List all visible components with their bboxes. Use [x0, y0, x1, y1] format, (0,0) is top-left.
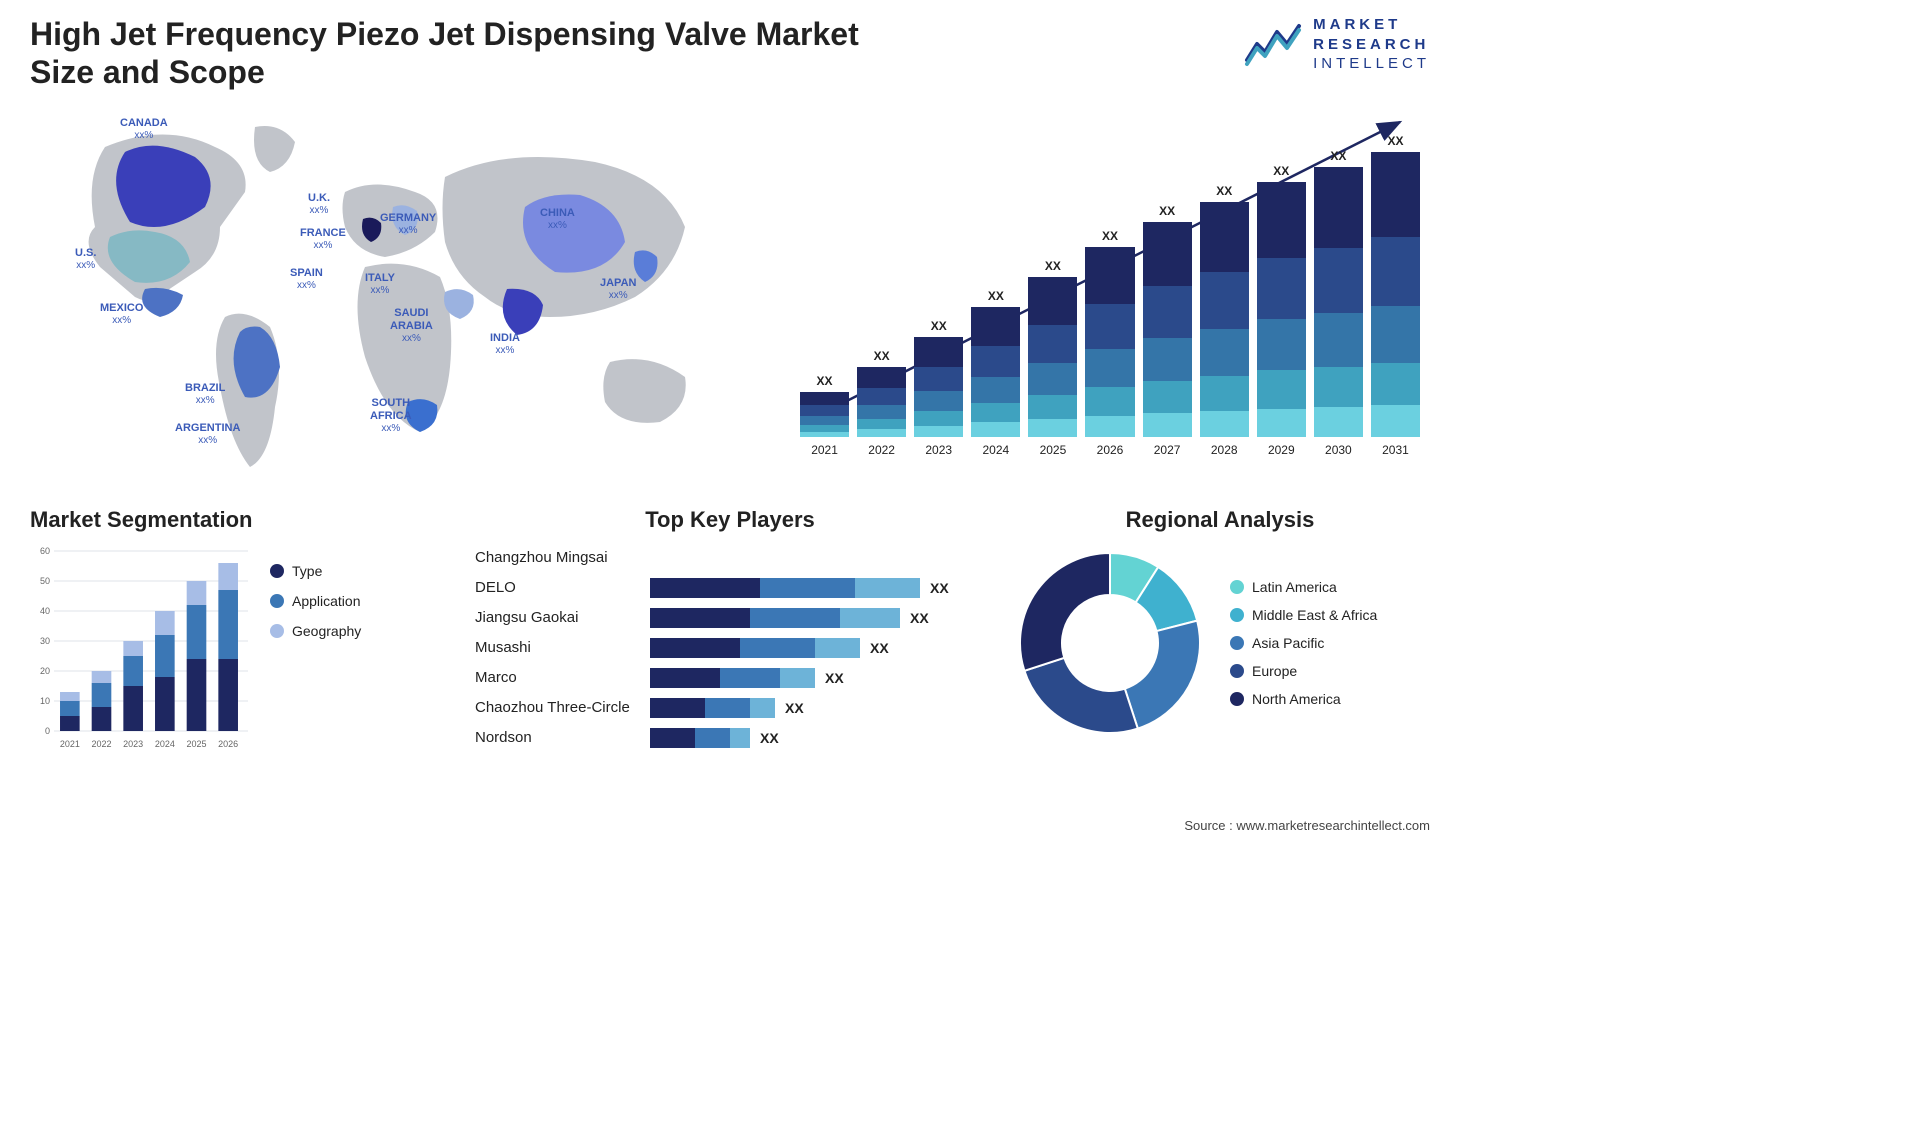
map-label: GERMANYxx%	[380, 212, 436, 237]
player-row: MarcoXX	[475, 663, 985, 693]
svg-text:2023: 2023	[123, 739, 143, 749]
map-label: CANADAxx%	[120, 117, 168, 142]
player-row: Changzhou Mingsai	[475, 543, 985, 573]
page-title: High Jet Frequency Piezo Jet Dispensing …	[30, 15, 930, 92]
year-bar: XX2021	[800, 374, 849, 457]
year-bar: XX2030	[1314, 149, 1363, 457]
map-label: ITALYxx%	[365, 272, 395, 297]
legend-item: Application	[270, 593, 361, 609]
world-map: CANADAxx% U.S.xx% MEXICOxx% BRAZILxx% ARGENT…	[30, 107, 760, 487]
player-row: MusashiXX	[475, 633, 985, 663]
year-bar: XX2031	[1371, 134, 1420, 457]
legend-item: Middle East & Africa	[1230, 607, 1377, 623]
svg-text:2025: 2025	[186, 739, 206, 749]
player-row: DELOXX	[475, 573, 985, 603]
svg-text:10: 10	[40, 696, 50, 706]
map-label: BRAZILxx%	[185, 382, 225, 407]
year-bar: XX2026	[1085, 229, 1134, 457]
svg-text:30: 30	[40, 636, 50, 646]
map-label: U.K.xx%	[308, 192, 330, 217]
regional-title: Regional Analysis	[1010, 507, 1430, 533]
legend-item: Asia Pacific	[1230, 635, 1377, 651]
svg-text:2024: 2024	[155, 739, 175, 749]
map-label: SPAINxx%	[290, 267, 323, 292]
legend-item: Type	[270, 563, 361, 579]
players-title: Top Key Players	[475, 507, 985, 533]
map-label: SAUDIARABIAxx%	[390, 307, 433, 345]
svg-text:20: 20	[40, 666, 50, 676]
year-bar: XX2024	[971, 289, 1020, 457]
logo: MARKET RESEARCH INTELLECT	[1243, 15, 1430, 74]
segmentation-title: Market Segmentation	[30, 507, 450, 533]
players-chart: Changzhou MingsaiDELOXXJiangsu GaokaiXXM…	[475, 543, 985, 753]
player-row: Chaozhou Three-CircleXX	[475, 693, 985, 723]
svg-text:50: 50	[40, 576, 50, 586]
year-bar: XX2029	[1257, 164, 1306, 457]
year-bar: XX2028	[1200, 184, 1249, 457]
map-label: ARGENTINAxx%	[175, 422, 240, 447]
map-label: SOUTHAFRICAxx%	[370, 397, 412, 435]
legend-item: Latin America	[1230, 579, 1377, 595]
map-label: CHINAxx%	[540, 207, 575, 232]
legend-item: Europe	[1230, 663, 1377, 679]
svg-text:40: 40	[40, 606, 50, 616]
year-bar: XX2027	[1143, 204, 1192, 457]
player-row: NordsonXX	[475, 723, 985, 753]
map-label: MEXICOxx%	[100, 302, 143, 327]
legend-item: Geography	[270, 623, 361, 639]
map-label: U.S.xx%	[75, 247, 96, 272]
growth-bar-chart: XX2021XX2022XX2023XX2024XX2025XX2026XX20…	[790, 107, 1430, 487]
svg-text:60: 60	[40, 546, 50, 556]
map-label: INDIAxx%	[490, 332, 520, 357]
svg-text:2026: 2026	[218, 739, 238, 749]
svg-text:2022: 2022	[91, 739, 111, 749]
source-attribution: Source : www.marketresearchintellect.com	[1184, 818, 1430, 833]
svg-text:0: 0	[45, 726, 50, 736]
regional-chart: Latin America Middle East & Africa Asia Pa…	[1010, 543, 1430, 743]
segmentation-chart: 0 10 20 30 40 50 60 2021 2022 2023 2024 2025 2026 Ty…	[30, 543, 450, 753]
svg-text:2021: 2021	[60, 739, 80, 749]
map-label: JAPANxx%	[600, 277, 636, 302]
year-bar: XX2025	[1028, 259, 1077, 457]
year-bar: XX2023	[914, 319, 963, 457]
legend-item: North America	[1230, 691, 1377, 707]
year-bar: XX2022	[857, 349, 906, 457]
player-row: Jiangsu GaokaiXX	[475, 603, 985, 633]
map-label: FRANCExx%	[300, 227, 346, 252]
